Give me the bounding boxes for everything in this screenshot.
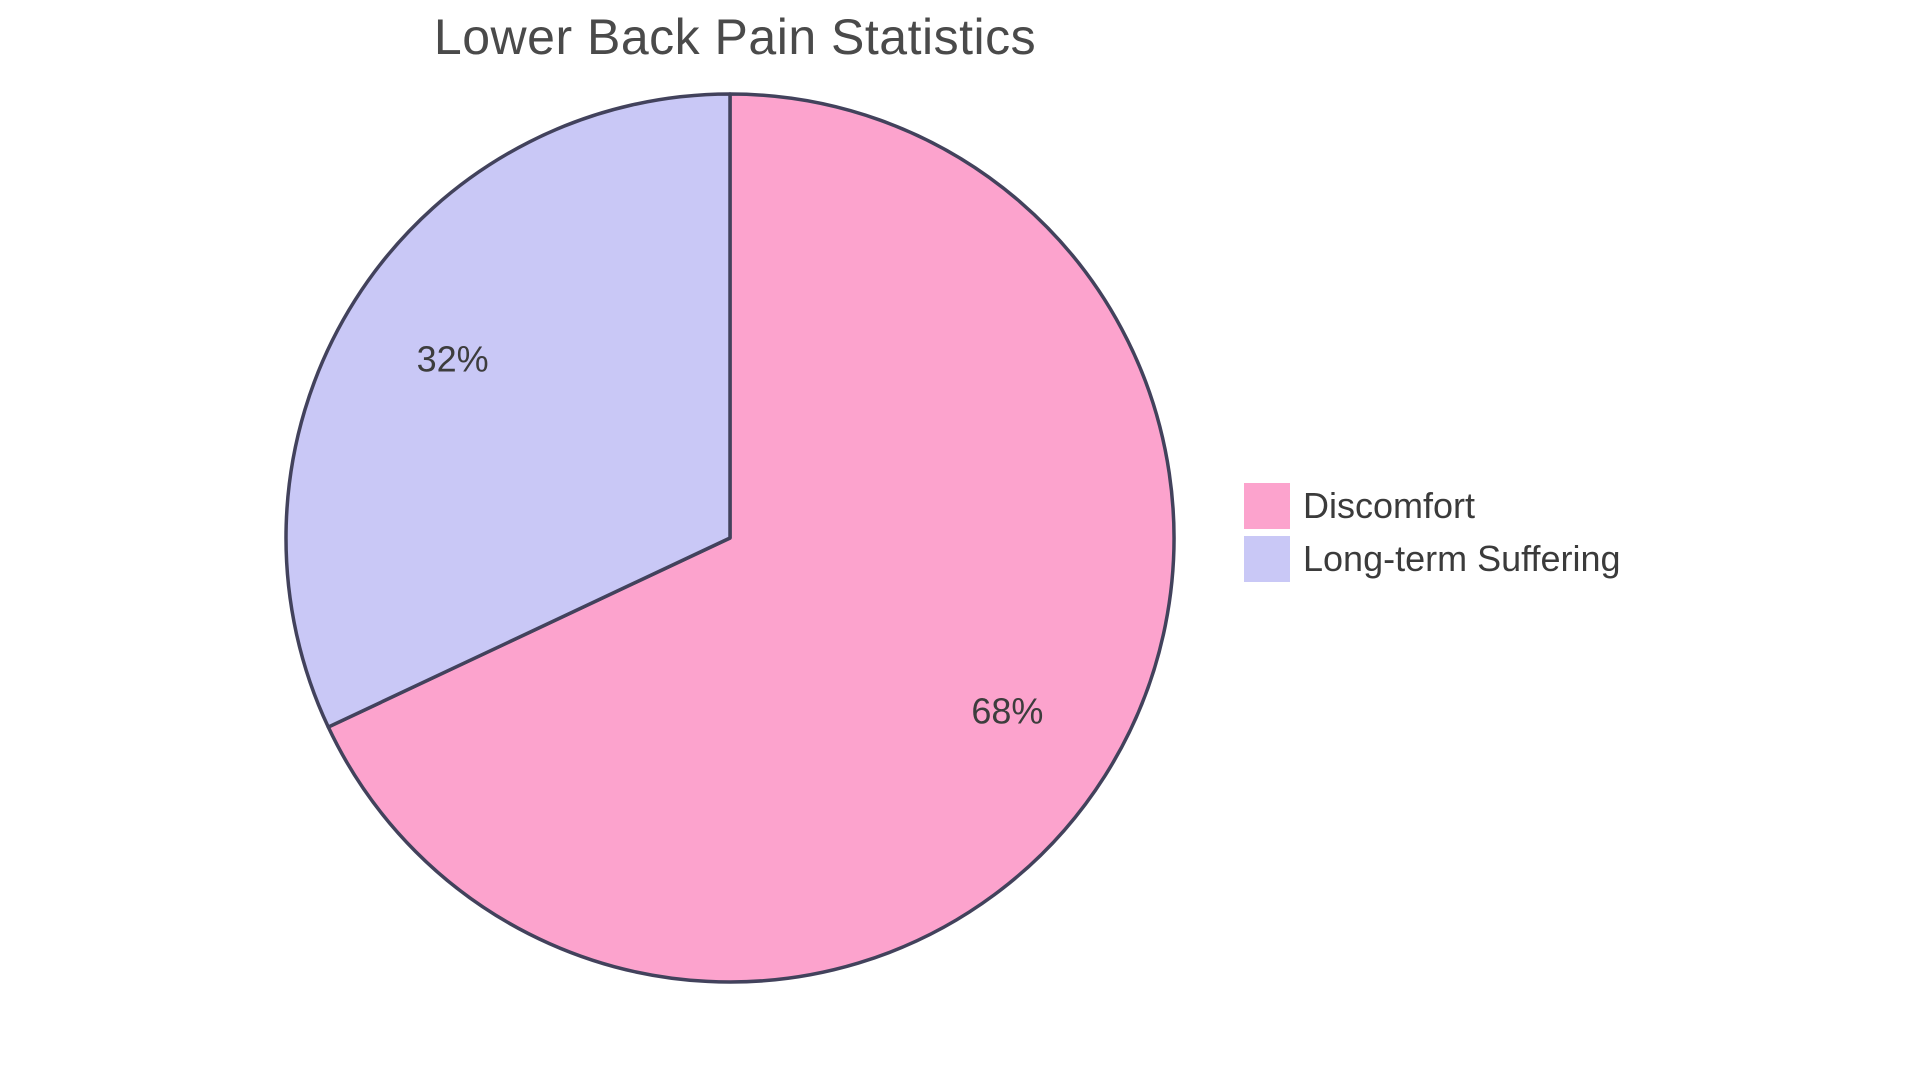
legend-label-long-term-suffering: Long-term Suffering xyxy=(1303,538,1621,579)
legend-swatch-discomfort xyxy=(1244,483,1290,529)
legend-swatch-long-term-suffering xyxy=(1244,536,1290,582)
slice-value-label-long-term-suffering: 32% xyxy=(417,338,489,379)
pie-slice-long-term-suffering[interactable] xyxy=(284,92,732,729)
pie-chart: 68% 32% xyxy=(284,92,1176,984)
slice-value-label-discomfort: 68% xyxy=(971,691,1043,732)
legend-item-discomfort[interactable]: Discomfort xyxy=(1244,483,1621,529)
legend-item-long-term-suffering[interactable]: Long-term Suffering xyxy=(1244,536,1621,582)
legend: Discomfort Long-term Suffering xyxy=(1244,483,1621,582)
legend-label-discomfort: Discomfort xyxy=(1303,485,1476,526)
pie-slice-discomfort[interactable] xyxy=(326,92,1176,984)
chart-title: Lower Back Pain Statistics xyxy=(433,9,1037,65)
